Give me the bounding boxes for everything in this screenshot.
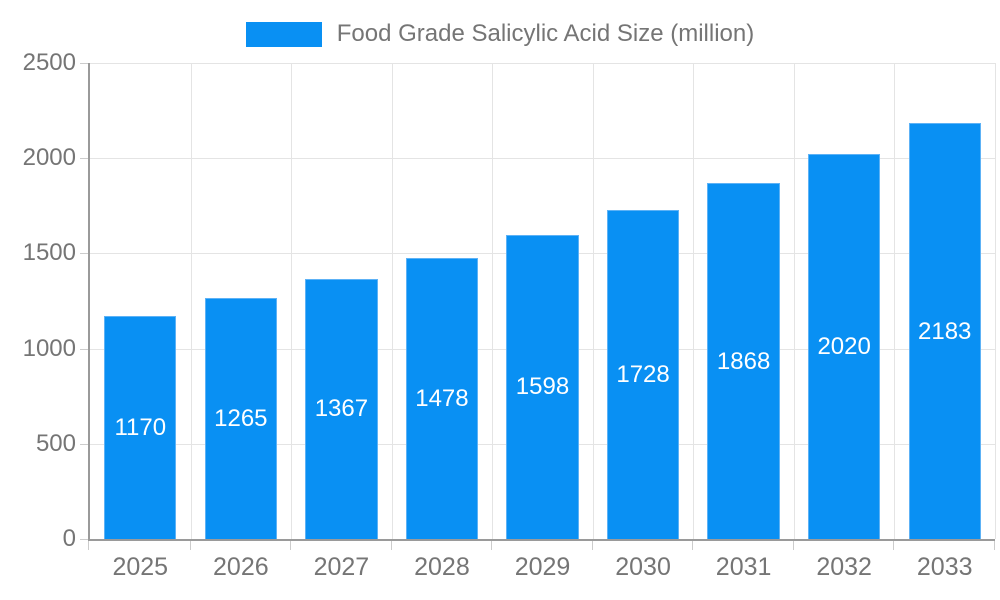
x-tick [88,541,89,550]
y-tick-label: 2500 [22,49,76,76]
v-gridline [190,63,192,539]
x-tick-label: 2025 [112,553,169,581]
v-gridline [592,63,594,539]
y-tick [80,63,88,64]
y-tick [80,348,88,350]
x-tick-label: 2027 [313,553,370,581]
legend[interactable]: Food Grade Salicylic Acid Size (million) [0,20,1000,48]
y-tick [80,443,88,445]
bar-value-label: 1367 [314,395,369,423]
bar: 1728 [606,210,680,539]
legend-swatch [245,21,322,47]
v-gridline [492,63,494,539]
bar: 2020 [807,154,881,539]
plot-area: 0 500 1000 1500 2000 2500 1170 2025 1265 2026 1367… [23,51,996,580]
v-gridline [995,63,996,539]
v-gridline [793,63,795,539]
v-gridline [391,63,393,539]
v-gridline [693,63,695,539]
x-tick [189,541,191,550]
x-tick [994,541,995,550]
legend-label: Food Grade Salicylic Acid Size (million) [336,20,755,47]
y-tick-label: 500 [35,429,76,457]
y-tick-label: 2000 [22,144,76,172]
x-tick-label: 2032 [816,553,872,581]
bar-value-label: 1868 [716,347,771,375]
bar-value-label: 2183 [918,317,972,345]
bar: 1598 [506,234,579,539]
y-tick [80,253,88,255]
bar-value-label: 1265 [214,405,268,433]
bar-value-label: 1478 [415,384,469,412]
bar: 1478 [405,257,479,539]
x-tick [692,541,694,550]
x-tick [893,541,895,550]
x-tick-label: 2026 [213,553,269,581]
bar: 1170 [104,316,177,539]
v-gridline [291,63,293,539]
y-tick-label: 0 [62,525,76,552]
x-tick-label: 2028 [414,553,470,581]
x-tick [792,541,794,550]
y-tick-label: 1500 [22,239,76,267]
bar-value-label: 1598 [515,373,570,401]
x-tick [290,541,292,550]
y-tick [80,539,88,540]
x-tick-label: 2031 [715,553,772,581]
bar: 1367 [305,278,378,539]
h-gridline [90,63,995,64]
bar-value-label: 2020 [817,333,871,361]
x-tick-label: 2033 [916,553,973,581]
x-tick-label: 2029 [514,553,571,581]
y-tick [80,158,88,160]
v-gridline [894,63,896,539]
x-tick [591,541,593,550]
bar-value-label: 1728 [616,361,670,388]
bar: 1265 [204,298,278,539]
x-tick-label: 2030 [615,553,671,581]
bar: 1868 [707,183,780,539]
x-tick [491,541,493,550]
bar-value-label: 1170 [114,414,167,442]
bar: 2183 [908,123,981,539]
h-gridline [90,158,995,160]
y-tick-label: 1000 [22,334,76,362]
x-tick [390,541,392,550]
